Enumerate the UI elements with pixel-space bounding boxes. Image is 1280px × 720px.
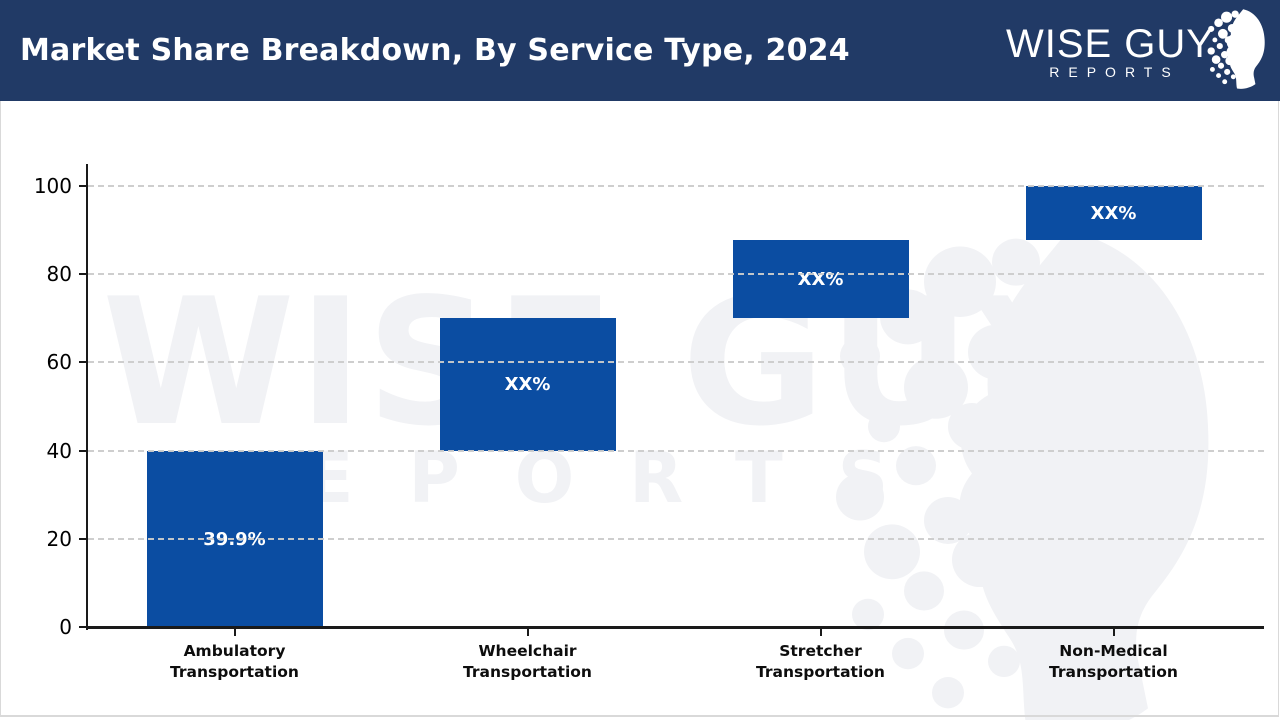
x-axis-tick [233,628,236,636]
market-share-bar: XX% [439,318,616,451]
category-line: Wheelchair [478,642,577,660]
head-profile-dots-icon [1206,8,1268,94]
brand-wordmark: WISE GUY REPORTS [1006,22,1214,80]
x-axis-category-label: Ambulatory Transportation [125,641,345,683]
bar-value-label: XX% [797,268,844,290]
x-axis-category-label: Stretcher Transportation [711,641,931,683]
category-line: Transportation [170,663,299,681]
category-line: Non-Medical [1059,642,1168,660]
y-axis-tick [79,537,88,540]
x-axis-category-label: Wheelchair Transportation [418,641,638,683]
y-gridline [88,537,1264,540]
bar-value-label: XX% [504,373,551,395]
y-axis-tick-label: 60 [46,350,72,375]
y-axis-tick-label: 20 [46,526,72,551]
y-axis-tick [79,273,88,276]
x-axis-category-label: Non-Medical Transportation [1004,641,1224,683]
chart-canvas: WISE GUY REPORTS 0 20 40 60 80 100 39.9% Ambula… [0,101,1280,720]
market-share-bar: XX% [1025,186,1202,241]
plot-area: 0 20 40 60 80 100 39.9% Ambulatory Transportatio… [0,101,1280,720]
category-line: Transportation [1049,663,1178,681]
y-gridline [88,273,1264,276]
brand-logo: WISE GUY REPORTS [1006,4,1268,98]
brand-name: WISE GUY [1005,22,1214,66]
y-axis-tick [79,185,88,187]
y-axis-spine [86,164,88,630]
x-axis-tick [1112,628,1115,636]
y-gridline [88,449,1264,452]
x-axis-spine [86,626,1264,629]
brand-subtitle: REPORTS [1049,64,1180,80]
y-axis-tick-label: 100 [33,174,72,198]
bar-value-label: XX% [1090,202,1137,224]
y-axis-tick [79,449,88,452]
y-gridline [88,185,1264,187]
market-share-bar: XX% [732,240,909,319]
y-axis-tick-label: 40 [46,438,72,463]
y-axis-tick-label: 80 [46,262,72,287]
category-line: Transportation [756,663,885,681]
x-axis-tick [819,628,822,636]
category-line: Transportation [463,663,592,681]
chart-title: Market Share Breakdown, By Service Type,… [20,33,850,68]
y-axis-tick-label: 0 [59,615,72,639]
y-axis-tick [79,626,88,628]
x-axis-tick [526,628,529,636]
y-gridline [88,361,1264,364]
y-axis-tick [79,361,88,364]
category-line: Ambulatory [183,642,286,660]
category-line: Stretcher [779,642,862,660]
header-bar: Market Share Breakdown, By Service Type,… [0,0,1280,101]
